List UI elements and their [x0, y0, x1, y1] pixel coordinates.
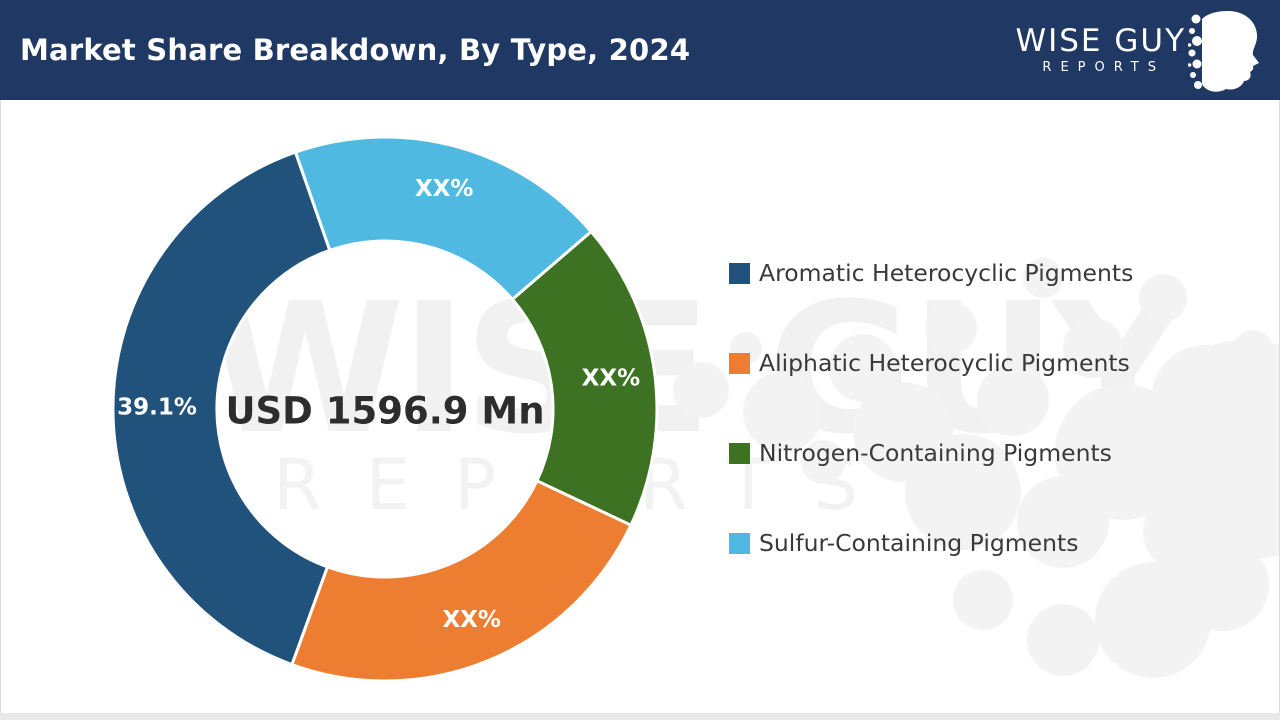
legend-label: Aromatic Heterocyclic Pigments [759, 259, 1134, 287]
legend-item-sulfur: Sulfur-Containing Pigments [729, 529, 1078, 557]
donut-segment-label-3: XX% [442, 607, 501, 633]
legend-label: Aliphatic Heterocyclic Pigments [759, 349, 1130, 377]
legend-swatch-aliphatic [729, 352, 750, 374]
legend-item-aliphatic: Aliphatic Heterocyclic Pigments [729, 349, 1130, 377]
legend-label: Sulfur-Containing Pigments [759, 529, 1079, 557]
legend-swatch-sulfur [729, 532, 750, 554]
donut-segment-3 [290, 479, 633, 683]
legend-swatch-aromatic [729, 262, 750, 284]
chart-area: WISE GUY REPORTS 39.1%XX%XX%XX% USD 159 [0, 100, 1280, 713]
bottom-strip [0, 713, 1280, 720]
donut-segment-1 [294, 135, 593, 301]
donut-segment-label-2: XX% [582, 366, 641, 392]
legend-label: Nitrogen-Containing Pigments [759, 439, 1112, 467]
donut-segment-label-1: XX% [415, 176, 474, 202]
logo-wordmark: WISE GUY [1015, 23, 1186, 59]
logo-face-icon [1188, 11, 1259, 92]
donut-segment-label-0: 39.1% [117, 394, 197, 420]
legend-item-nitrogen: Nitrogen-Containing Pigments [729, 439, 1112, 467]
wiseguy-logo: WISE GUY REPORTS [1015, 7, 1266, 93]
header: Market Share Breakdown, By Type, 2024 WI… [0, 0, 1280, 100]
donut-segment-2 [510, 230, 659, 527]
legend-swatch-nitrogen [729, 442, 750, 464]
donut-center-value: USD 1596.9 Mn [225, 390, 544, 433]
donut-segment-labels: 39.1% XX% XX% XX% [117, 176, 640, 633]
legend: Aromatic Heterocyclic Pigments Aliphatic… [1, 100, 1279, 713]
logo-subtitle: REPORTS [1042, 60, 1166, 75]
donut-segments [111, 135, 659, 683]
page-title: Market Share Breakdown, By Type, 2024 [20, 33, 691, 67]
donut-segment-0 [111, 150, 332, 667]
legend-item-aromatic: Aromatic Heterocyclic Pigments [729, 259, 1133, 287]
donut-chart: 39.1% XX% XX% XX% USD 1596.9 Mn [111, 135, 659, 683]
